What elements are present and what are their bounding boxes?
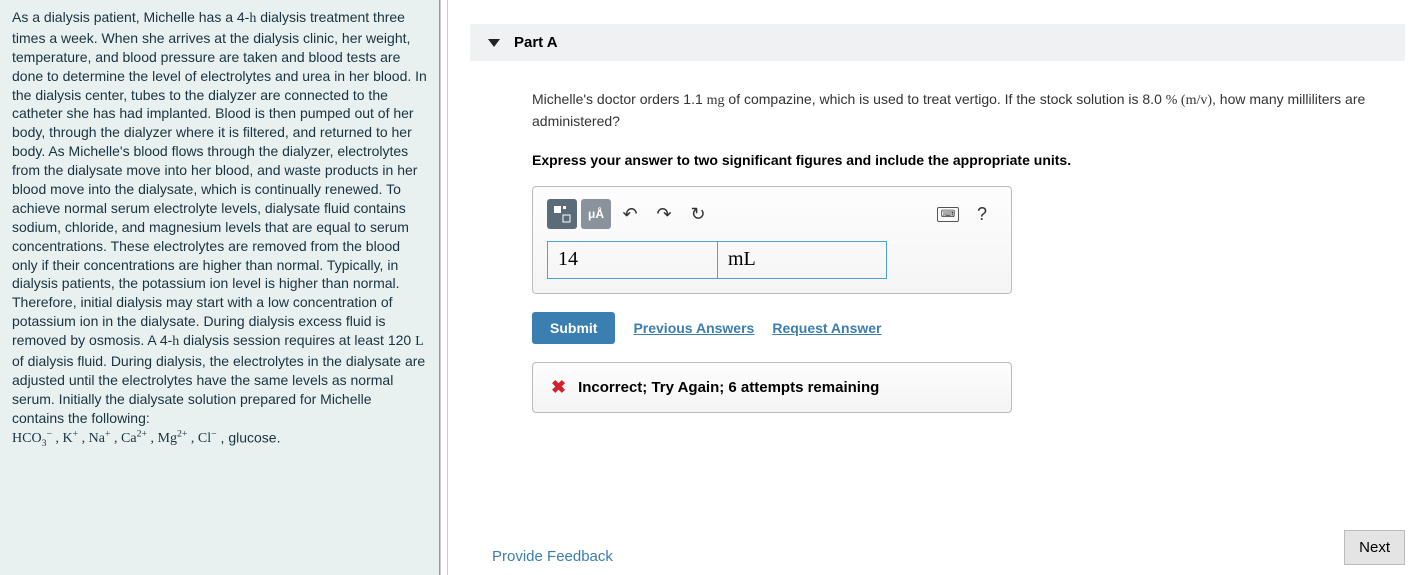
footer-row: Provide Feedback Next bbox=[470, 520, 1413, 565]
units-button[interactable]: μÅ bbox=[581, 199, 611, 229]
previous-answers-link[interactable]: Previous Answers bbox=[633, 320, 754, 336]
incorrect-icon: ✖ bbox=[551, 377, 566, 398]
part-header[interactable]: Part A bbox=[470, 24, 1405, 61]
part-title: Part A bbox=[514, 34, 558, 51]
passage-panel: As a dialysis patient, Michelle has a 4-… bbox=[0, 0, 440, 575]
answer-toolbar: μÅ ↶ ↷ ↻ ⌨ ? bbox=[541, 195, 1003, 241]
undo-icon[interactable]: ↶ bbox=[615, 199, 645, 229]
action-row: Submit Previous Answers Request Answer bbox=[532, 312, 1383, 344]
collapse-caret-icon[interactable] bbox=[488, 39, 500, 47]
part-body: Michelle's doctor orders 1.1 mg of compa… bbox=[470, 61, 1413, 520]
feedback-text: Incorrect; Try Again; 6 attempts remaini… bbox=[578, 379, 879, 396]
question-panel: Part A Michelle's doctor orders 1.1 mg o… bbox=[448, 0, 1413, 575]
help-icon[interactable]: ? bbox=[967, 199, 997, 229]
request-answer-link[interactable]: Request Answer bbox=[772, 320, 881, 336]
passage-text: As a dialysis patient, Michelle has a 4-… bbox=[12, 8, 427, 450]
provide-feedback-link[interactable]: Provide Feedback bbox=[492, 548, 613, 565]
feedback-box: ✖ Incorrect; Try Again; 6 attempts remai… bbox=[532, 362, 1012, 413]
panel-divider[interactable] bbox=[440, 0, 448, 575]
value-input[interactable]: 14 bbox=[547, 241, 717, 279]
next-button[interactable]: Next bbox=[1344, 530, 1405, 565]
answer-instruction: Express your answer to two significant f… bbox=[532, 152, 1383, 168]
submit-button[interactable]: Submit bbox=[532, 312, 615, 344]
answer-box: μÅ ↶ ↷ ↻ ⌨ ? 14 mL bbox=[532, 186, 1012, 294]
redo-icon[interactable]: ↷ bbox=[649, 199, 679, 229]
reset-icon[interactable]: ↻ bbox=[683, 199, 713, 229]
templates-icon[interactable] bbox=[547, 199, 577, 229]
unit-input[interactable]: mL bbox=[717, 241, 887, 279]
answer-inputs: 14 mL bbox=[541, 241, 1003, 285]
question-text: Michelle's doctor orders 1.1 mg of compa… bbox=[532, 89, 1383, 132]
keyboard-icon[interactable]: ⌨ bbox=[933, 199, 963, 229]
